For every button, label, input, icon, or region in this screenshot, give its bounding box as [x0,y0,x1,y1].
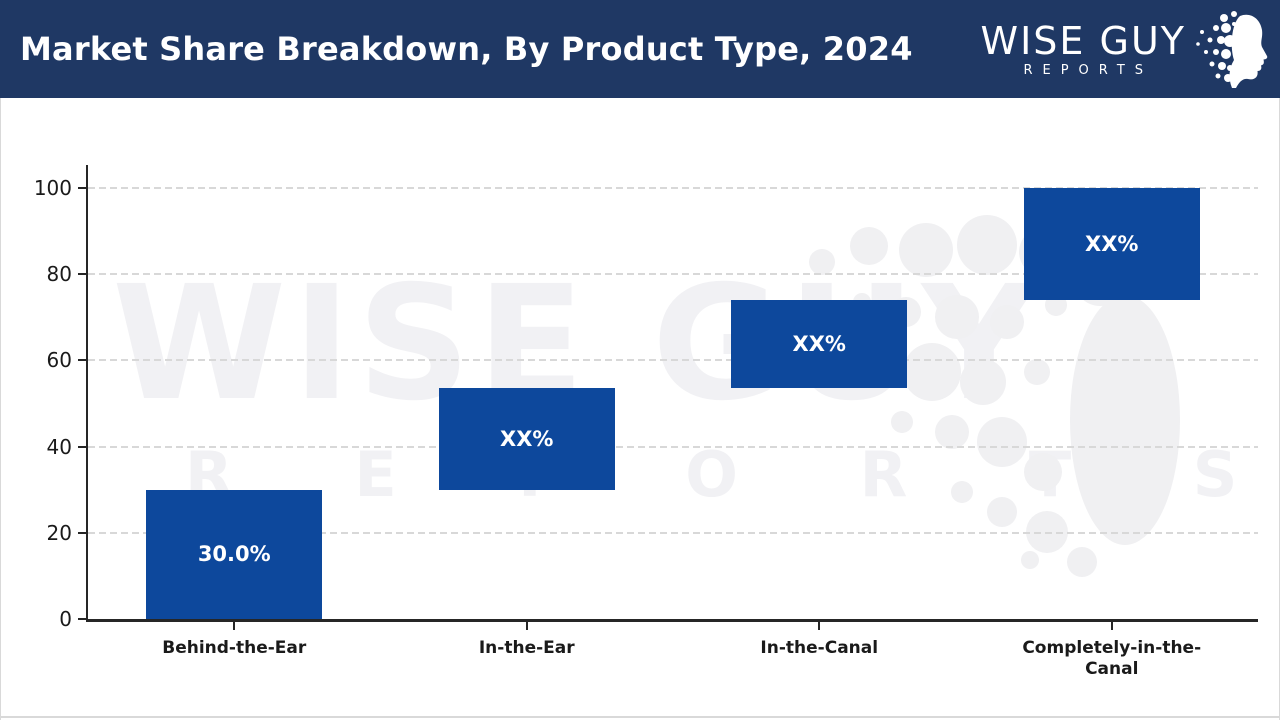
y-tick-label: 80 [46,262,72,287]
bar-value-label: XX% [500,427,554,452]
y-tick-label: 60 [46,348,72,373]
gridline-y20 [88,531,1258,534]
y-tick-mark [78,273,86,276]
gridline-y60 [88,359,1258,362]
x-tick-mark [1110,621,1113,630]
x-tick-mark [525,621,528,630]
y-tick-label: 100 [33,176,72,200]
bar-value-label: XX% [1085,232,1139,257]
footer-divider-line [0,716,1280,718]
x-category-label: In-the-Canal [760,638,879,658]
x-category-label: In-the-Ear [478,638,575,658]
bar-2 [731,300,908,389]
bar-1 [438,388,615,490]
header-bar: Market Share Breakdown, By Product Type,… [0,0,1280,98]
bar-value-label: XX% [792,332,846,357]
logo-text: WISE GUY REPORTS [980,18,1186,79]
x-tick-mark [233,621,236,630]
y-tick-label: 0 [59,607,72,631]
x-category-label: Behind-the-Ear [162,638,307,658]
gridline-y40 [88,445,1258,448]
y-tick-mark [78,445,86,448]
bar-3 [1023,188,1200,301]
wise-guy-logo: WISE GUY REPORTS [981,8,1270,92]
y-tick-label: 20 [46,520,72,545]
watermark-reports-text: R E P O R T S [185,438,1280,511]
gridline-y100 [88,187,1258,189]
left-border-line [0,98,1,720]
bar-value-label: 30.0% [197,542,271,567]
y-tick-label: 40 [46,434,72,459]
logo-reports-label: REPORTS [1023,63,1154,79]
y-tick-mark [78,618,86,620]
logo-face-icon [1196,11,1268,89]
x-tick-mark [818,621,821,630]
y-axis-line [86,165,88,621]
logo-wiseguy-label: WISE GUY [980,18,1186,63]
page-title: Market Share Breakdown, By Product Type,… [20,30,913,68]
x-axis-line [86,619,1258,622]
gridline-y80 [88,273,1258,276]
x-category-label: Completely-in-the-Canal [1022,638,1202,680]
y-tick-mark [78,359,86,362]
y-tick-mark [78,187,86,189]
y-tick-mark [78,531,86,534]
bar-0 [146,489,323,619]
